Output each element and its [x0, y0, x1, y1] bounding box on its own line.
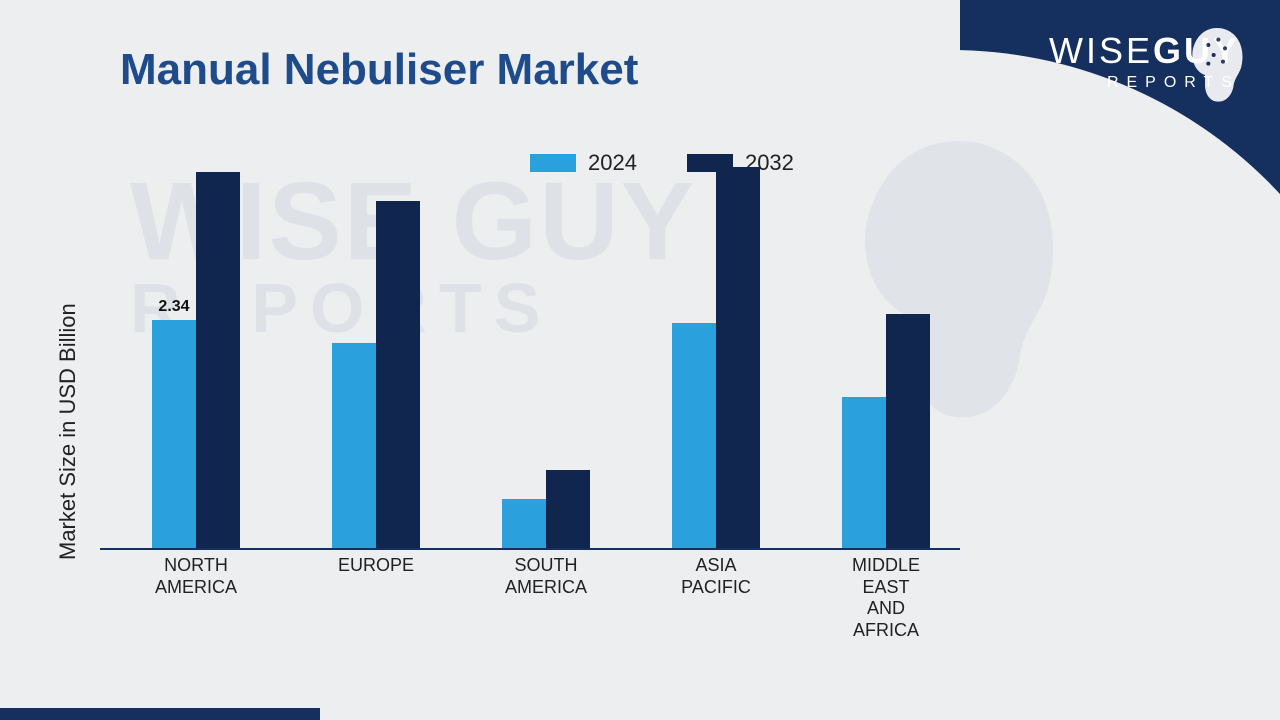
page: WISE GUY REPORTS Manual Nebuliser Market… [0, 0, 1280, 720]
category-label: EUROPE [310, 555, 442, 577]
bar [502, 499, 546, 548]
bar [672, 323, 716, 548]
logo-head-icon [1180, 25, 1250, 105]
brand-logo: WISEGUY REPORTS [1049, 30, 1240, 92]
bar [886, 314, 930, 548]
x-axis-baseline [100, 548, 960, 550]
bar [716, 167, 760, 548]
chart-title: Manual Nebuliser Market [120, 45, 638, 95]
category-label: SOUTHAMERICA [480, 555, 612, 598]
bar [152, 320, 196, 548]
category-label: MIDDLEEASTANDAFRICA [820, 555, 952, 641]
footer-accent-bar [0, 708, 320, 720]
category-label: NORTHAMERICA [130, 555, 262, 598]
plot-area: 2.34 [100, 140, 960, 550]
chart-area: 2.34 NORTHAMERICAEUROPESOUTHAMERICAASIAP… [100, 140, 960, 550]
bar [376, 201, 420, 548]
bar [196, 172, 240, 548]
bar [332, 343, 376, 548]
y-axis-label: Market Size in USD Billion [55, 303, 81, 560]
bar [842, 397, 886, 548]
category-label: ASIAPACIFIC [650, 555, 782, 598]
bar-value-label: 2.34 [152, 298, 196, 316]
brand-word1: WISE [1049, 30, 1153, 71]
bar [546, 470, 590, 548]
